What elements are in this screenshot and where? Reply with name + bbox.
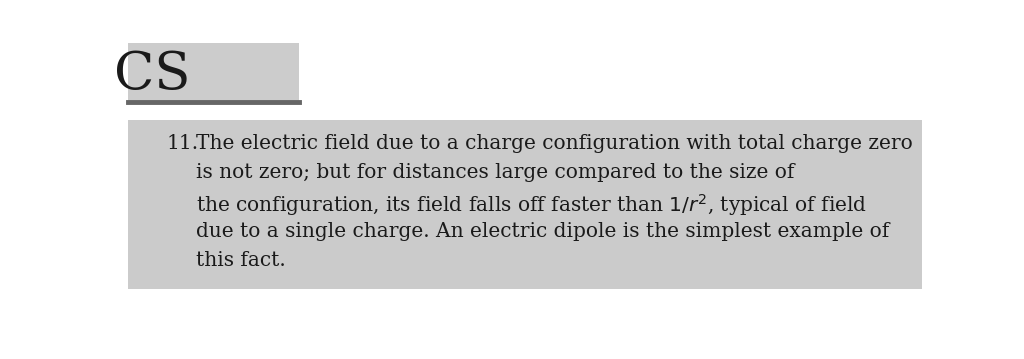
- Text: is not zero; but for distances large compared to the size of: is not zero; but for distances large com…: [197, 163, 795, 182]
- Text: due to a single charge. An electric dipole is the simplest example of: due to a single charge. An electric dipo…: [197, 222, 890, 241]
- Text: The electric field due to a charge configuration with total charge zero: The electric field due to a charge confi…: [197, 134, 913, 153]
- Bar: [128, 120, 922, 289]
- Text: this fact.: this fact.: [197, 251, 286, 270]
- Text: 11.: 11.: [167, 134, 199, 153]
- Bar: [128, 43, 299, 101]
- Text: the configuration, its field falls off faster than $1/r^{2}$, typical of field: the configuration, its field falls off f…: [197, 192, 867, 218]
- Text: CS: CS: [114, 49, 190, 100]
